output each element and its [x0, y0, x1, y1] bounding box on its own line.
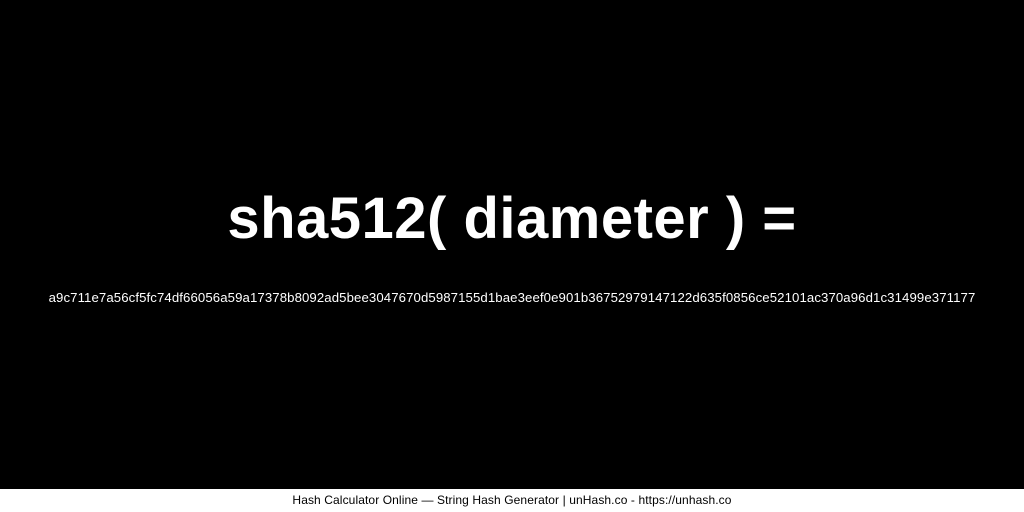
- hash-expression-heading: sha512( diameter ) =: [227, 185, 796, 252]
- hash-output-value: a9c711e7a56cf5fc74df66056a59a17378b8092a…: [49, 290, 976, 305]
- footer-caption: Hash Calculator Online — String Hash Gen…: [0, 489, 1024, 512]
- main-content: sha512( diameter ) = a9c711e7a56cf5fc74d…: [0, 0, 1024, 489]
